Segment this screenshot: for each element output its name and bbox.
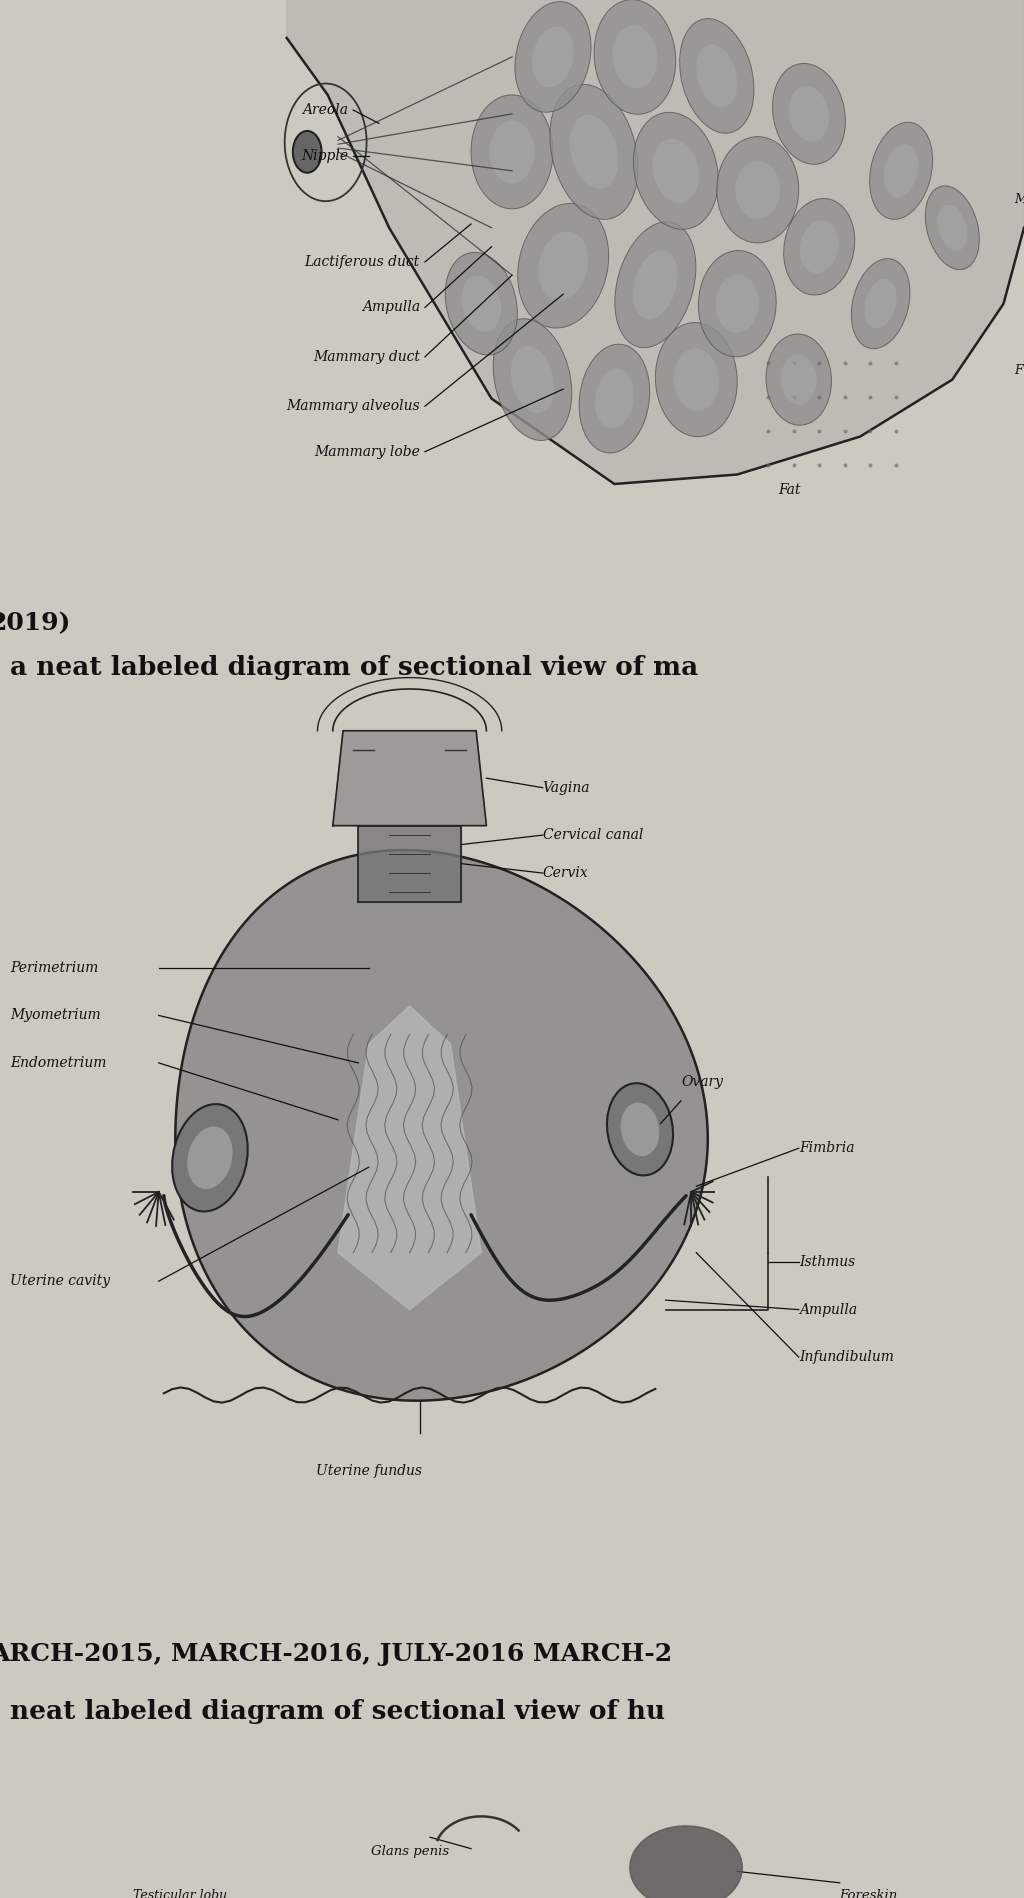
Ellipse shape: [595, 368, 634, 429]
Ellipse shape: [532, 27, 573, 87]
Text: Ampulla: Ampulla: [799, 1302, 857, 1317]
Ellipse shape: [518, 203, 608, 328]
Ellipse shape: [594, 0, 676, 114]
Polygon shape: [333, 731, 486, 826]
Ellipse shape: [674, 347, 719, 412]
Text: Endometrium: Endometrium: [10, 1055, 106, 1070]
Polygon shape: [630, 1826, 742, 1898]
Ellipse shape: [612, 25, 657, 89]
Text: Isthmus: Isthmus: [799, 1255, 855, 1270]
Ellipse shape: [614, 222, 696, 347]
Ellipse shape: [800, 220, 839, 273]
Ellipse shape: [471, 95, 553, 209]
Text: Glans penis: Glans penis: [371, 1845, 449, 1858]
Text: Fimbria: Fimbria: [799, 1141, 854, 1156]
Text: Testicular lobu: Testicular lobu: [133, 1889, 227, 1898]
Text: ARCH-2015, MARCH-2016, JULY-2016 MARCH-2: ARCH-2015, MARCH-2016, JULY-2016 MARCH-2: [0, 1642, 672, 1666]
Text: F: F: [1014, 364, 1022, 376]
Text: Areola: Areola: [302, 102, 348, 118]
Ellipse shape: [607, 1084, 673, 1175]
Ellipse shape: [783, 199, 855, 294]
Ellipse shape: [851, 258, 910, 349]
Ellipse shape: [293, 131, 322, 173]
Ellipse shape: [633, 251, 678, 319]
Polygon shape: [358, 826, 461, 902]
Ellipse shape: [717, 137, 799, 243]
Text: Vagina: Vagina: [543, 780, 590, 795]
Ellipse shape: [937, 205, 968, 251]
Ellipse shape: [926, 186, 979, 270]
Text: Lactiferous duct: Lactiferous duct: [304, 254, 420, 270]
Text: Perimetrium: Perimetrium: [10, 960, 98, 976]
Text: Mammary duct: Mammary duct: [313, 349, 420, 364]
Text: Ampulla: Ampulla: [361, 300, 420, 315]
Text: Myometrium: Myometrium: [10, 1008, 101, 1023]
Ellipse shape: [462, 275, 501, 332]
Text: Cervix: Cervix: [543, 865, 589, 881]
Text: Mammary alveolus: Mammary alveolus: [287, 399, 420, 414]
Text: Uterine cavity: Uterine cavity: [10, 1274, 111, 1289]
Ellipse shape: [766, 334, 831, 425]
Ellipse shape: [652, 139, 699, 203]
Ellipse shape: [788, 85, 829, 142]
Ellipse shape: [172, 1105, 248, 1211]
Ellipse shape: [515, 2, 591, 112]
Ellipse shape: [696, 44, 737, 108]
Polygon shape: [287, 0, 1024, 484]
Text: Infundibulum: Infundibulum: [799, 1349, 894, 1365]
Ellipse shape: [716, 275, 759, 332]
Ellipse shape: [580, 344, 649, 454]
Ellipse shape: [569, 114, 618, 190]
Ellipse shape: [680, 19, 754, 133]
Polygon shape: [175, 850, 708, 1401]
Text: Fat: Fat: [778, 482, 801, 497]
Text: Uterine fundus: Uterine fundus: [315, 1463, 422, 1479]
Text: 2019): 2019): [0, 611, 71, 636]
Ellipse shape: [735, 161, 780, 218]
Ellipse shape: [511, 345, 554, 414]
Ellipse shape: [655, 323, 737, 437]
Polygon shape: [338, 1006, 481, 1310]
Ellipse shape: [698, 251, 776, 357]
Ellipse shape: [884, 144, 919, 197]
Ellipse shape: [489, 120, 535, 184]
Ellipse shape: [634, 112, 718, 230]
Ellipse shape: [539, 232, 588, 300]
Ellipse shape: [869, 121, 933, 220]
Text: neat labeled diagram of sectional view of hu: neat labeled diagram of sectional view o…: [10, 1699, 666, 1723]
Ellipse shape: [621, 1103, 659, 1156]
Ellipse shape: [550, 84, 638, 220]
Ellipse shape: [445, 252, 517, 355]
Text: Mammary lobe: Mammary lobe: [314, 444, 420, 459]
Text: Nipple: Nipple: [301, 148, 348, 163]
Ellipse shape: [494, 319, 571, 440]
Text: Cervical canal: Cervical canal: [543, 828, 643, 843]
Text: a neat labeled diagram of sectional view of ma: a neat labeled diagram of sectional view…: [10, 655, 698, 679]
Text: Ovary: Ovary: [681, 1074, 723, 1089]
Ellipse shape: [864, 279, 897, 328]
Text: Foreskin: Foreskin: [840, 1889, 898, 1898]
Text: M: M: [1014, 194, 1024, 205]
Ellipse shape: [187, 1126, 232, 1190]
Ellipse shape: [772, 63, 846, 165]
Ellipse shape: [780, 355, 817, 404]
